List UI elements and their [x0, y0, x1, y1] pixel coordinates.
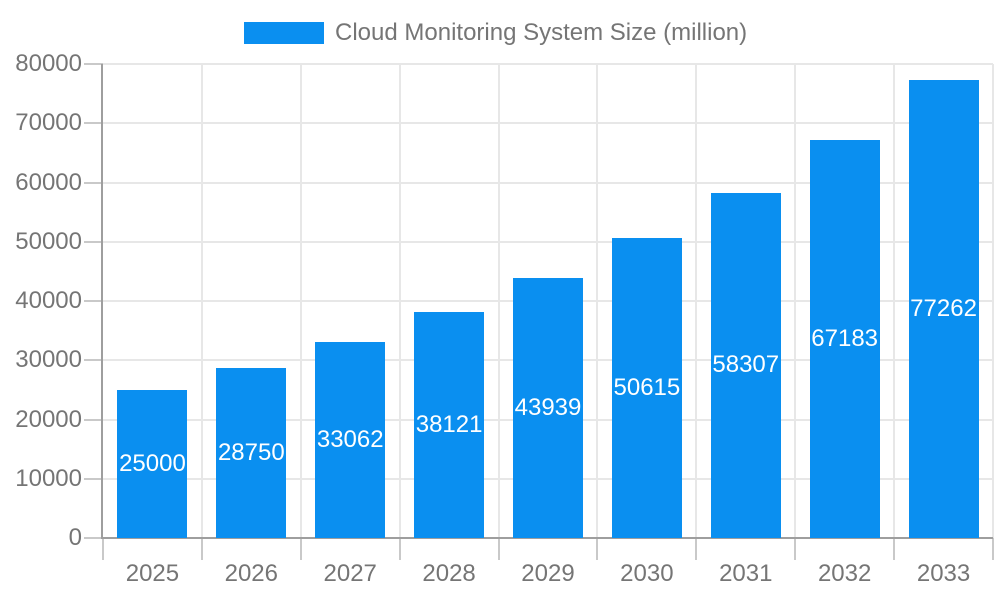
bar-value-label: 67183 [811, 324, 879, 352]
bar-value-label: 33062 [316, 426, 384, 454]
bar-2030[interactable]: 50615 [611, 238, 682, 538]
legend[interactable]: Cloud Monitoring System Size (million) [244, 20, 747, 46]
y-axis-tick [84, 477, 103, 480]
gridline-vertical [299, 64, 302, 538]
bar-2031[interactable]: 58307 [710, 192, 781, 538]
y-axis-tick [84, 418, 103, 421]
x-axis-tick [695, 538, 698, 560]
y-axis-label: 10000 [15, 464, 82, 492]
x-axis-line [101, 537, 993, 539]
x-axis-label: 2026 [224, 560, 278, 587]
bar-2029[interactable]: 43939 [513, 277, 583, 538]
gridline-horizontal [103, 122, 993, 125]
x-axis-label: 2029 [521, 560, 575, 587]
bar-value-label: 77262 [910, 295, 977, 323]
gridline-horizontal [103, 63, 993, 65]
y-axis-tick [84, 181, 103, 184]
x-axis-tick [398, 538, 401, 560]
y-axis-label: 0 [68, 524, 82, 551]
bar-value-label: 50615 [613, 374, 681, 402]
bar-2027[interactable]: 33062 [315, 342, 386, 538]
x-axis-tick [497, 538, 500, 560]
legend-label: Cloud Monitoring System Size (million) [335, 19, 748, 46]
gridline-vertical [200, 64, 203, 538]
bar-2033[interactable]: 77262 [908, 80, 979, 538]
gridline-vertical [794, 64, 797, 538]
y-axis-label: 70000 [15, 109, 82, 137]
x-axis-tick [992, 538, 994, 560]
y-axis-line [101, 64, 103, 538]
y-axis-tick [84, 537, 103, 539]
y-axis-label: 80000 [15, 50, 82, 77]
x-axis-label: 2033 [916, 560, 971, 587]
x-axis-label: 2032 [817, 560, 872, 587]
x-axis-tick [200, 538, 203, 560]
x-axis-label: 2025 [125, 560, 180, 587]
bar-value-label: 58307 [712, 351, 780, 379]
x-axis-tick [596, 538, 599, 560]
gridline-vertical [695, 64, 698, 538]
bar-2025[interactable]: 25000 [117, 389, 188, 538]
x-axis-tick [102, 538, 104, 560]
y-axis-tick [84, 300, 103, 302]
y-axis-tick [84, 122, 103, 125]
gridline-horizontal [103, 240, 993, 243]
bar-2032[interactable]: 67183 [809, 139, 880, 538]
x-axis-label: 2028 [422, 560, 476, 587]
y-axis-label: 50000 [15, 227, 82, 255]
x-axis-tick [299, 538, 302, 560]
x-axis-tick [794, 538, 797, 560]
gridline-vertical [497, 64, 500, 538]
bar-value-label: 25000 [119, 449, 186, 477]
gridline-vertical [992, 64, 994, 538]
x-axis-label: 2031 [719, 560, 773, 587]
y-axis-tick [84, 63, 103, 65]
gridline-horizontal [103, 181, 993, 184]
y-axis-label: 40000 [15, 287, 82, 314]
y-axis-label: 60000 [15, 168, 82, 196]
legend-swatch [244, 22, 324, 44]
y-axis-tick [84, 359, 103, 362]
bar-value-label: 38121 [415, 411, 483, 439]
gridline-vertical [398, 64, 401, 538]
gridline-vertical [596, 64, 599, 538]
y-axis-label: 20000 [15, 405, 82, 433]
y-axis-label: 30000 [15, 346, 82, 374]
x-axis-label: 2030 [620, 560, 674, 587]
bar-value-label: 28750 [217, 438, 285, 466]
bar-2026[interactable]: 28750 [216, 367, 287, 538]
y-axis-tick [84, 240, 103, 243]
x-axis-tick [893, 538, 896, 560]
bar-value-label: 43939 [514, 393, 582, 421]
x-axis-label: 2027 [323, 560, 377, 587]
gridline-vertical [893, 64, 896, 538]
bar-2028[interactable]: 38121 [414, 312, 485, 538]
